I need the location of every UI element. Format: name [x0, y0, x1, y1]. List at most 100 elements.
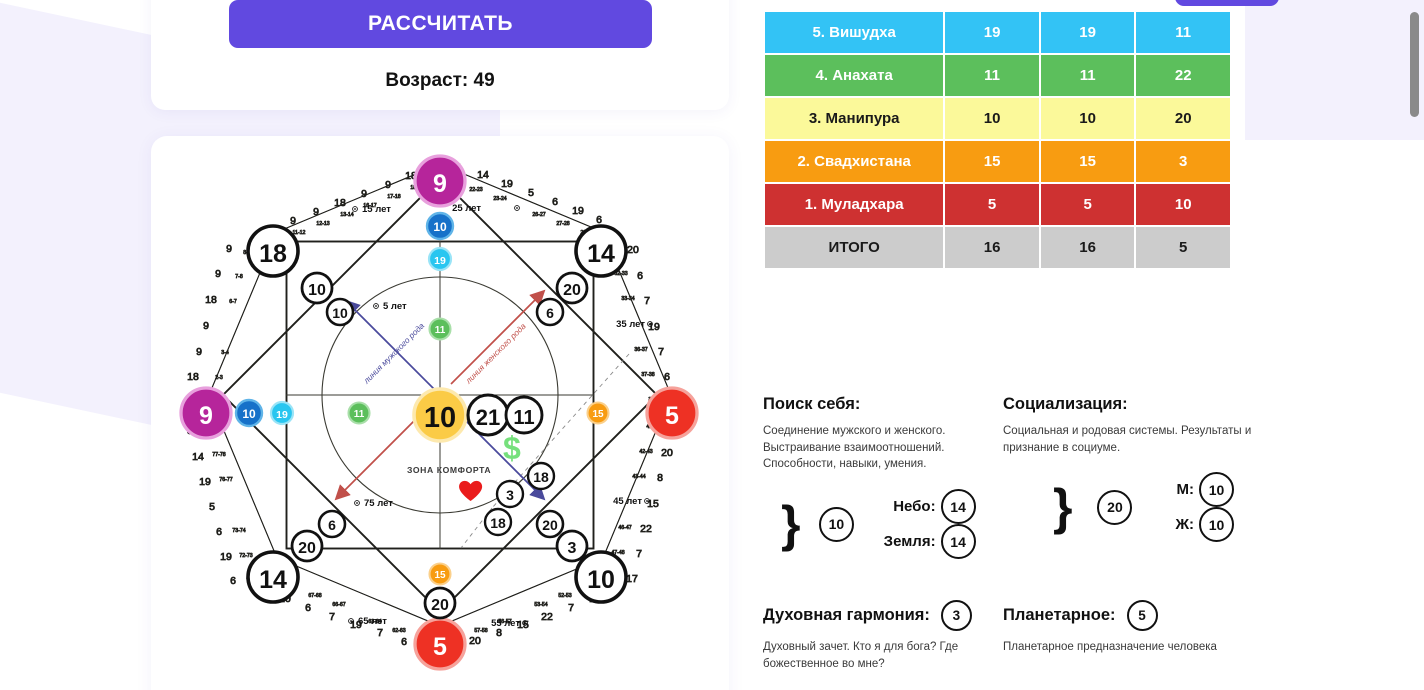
center-extra-21[interactable]: 21 [466, 393, 510, 437]
svg-text:56-57: 56-57 [498, 619, 511, 625]
brace-self-search: } [781, 495, 801, 552]
ring-circle-bl-inner[interactable]: 6 [317, 509, 347, 539]
purpose-circle-b[interactable]: 3 [495, 479, 525, 509]
svg-text:52-53: 52-53 [558, 593, 571, 599]
age-label-5: 5 лет [383, 301, 407, 312]
info-block-self-search: Поиск себя: Соединение мужского и женско… [763, 395, 988, 560]
decorative-lavender-panel-right [1245, 0, 1424, 140]
chakra-dot-bottom-orange[interactable]: 15 [428, 562, 452, 586]
svg-text:18: 18 [187, 371, 199, 383]
age-label-45: 45 лет [613, 496, 642, 507]
svg-text:3: 3 [568, 540, 577, 557]
value-sky: 14 [940, 489, 976, 525]
page-scrollbar-thumb[interactable] [1410, 12, 1419, 117]
svg-text:10: 10 [433, 220, 447, 234]
chakra-name-cell: 2. Свадхистана [765, 141, 944, 182]
self-search-title: Поиск себя: [763, 395, 861, 413]
svg-text:5: 5 [528, 187, 534, 199]
chakra-value-cell-3: 20 [1136, 98, 1230, 139]
chakra-value-cell-1: 10 [945, 98, 1039, 139]
label-earth: Земля: [883, 533, 936, 551]
chakra-value-cell-3: 11 [1136, 12, 1230, 53]
spiritual-title-row: Духовная гармония: 3 [763, 600, 983, 631]
table-row: 4. Анахата 11 11 22 [765, 55, 1230, 96]
svg-text:62-63: 62-63 [392, 628, 405, 634]
corner-bottom-left[interactable]: 14 [246, 550, 300, 604]
svg-text:36-37: 36-37 [634, 347, 647, 353]
ring-circle-tr-outer[interactable]: 20 [555, 271, 589, 305]
purpose-circle-c[interactable]: 18 [483, 507, 513, 537]
calculate-button[interactable]: РАССЧИТАТЬ [229, 0, 652, 48]
chakra-name-cell: 3. Манипура [765, 98, 944, 139]
svg-text:7: 7 [377, 627, 383, 639]
chakra-name-cell: 5. Вишудха [765, 12, 944, 53]
corner-bottom-right[interactable]: 10 [574, 550, 628, 604]
chakra-dot-left-cyan[interactable]: 19 [269, 400, 295, 426]
label-sky: Небо: [893, 498, 936, 516]
chakra-value-cell-1: 15 [945, 141, 1039, 182]
corner-top[interactable]: 9 [413, 154, 467, 208]
svg-text:18: 18 [205, 294, 217, 306]
top-right-purple-button[interactable] [1175, 0, 1279, 6]
chakra-value-cell-3: 22 [1136, 55, 1230, 96]
chakra-dot-left-green[interactable]: 11 [347, 401, 371, 425]
center-extra-11[interactable]: 11 [504, 395, 544, 435]
svg-text:7: 7 [644, 295, 650, 307]
svg-text:6: 6 [637, 270, 643, 282]
svg-text:19: 19 [572, 205, 584, 217]
chakra-value-cell-2: 11 [1040, 55, 1135, 96]
svg-text:6: 6 [596, 214, 602, 226]
planetary-title: Планетарное: [1003, 606, 1116, 624]
ring-circle-tl-inner[interactable]: 10 [325, 297, 355, 327]
chakra-value-cell-3: 3 [1136, 141, 1230, 182]
chakra-dot-left-blue[interactable]: 10 [234, 398, 264, 428]
svg-text:6: 6 [216, 526, 222, 538]
ring-circle-br-inner[interactable]: 20 [535, 509, 565, 539]
svg-text:3: 3 [506, 487, 514, 503]
svg-text:32-33: 32-33 [614, 271, 627, 277]
table-row: ИТОГО 16 16 5 [765, 227, 1230, 268]
ring-circle-br-outer[interactable]: 3 [555, 529, 589, 563]
heart-icon [459, 480, 483, 501]
chakra-dot-top-cyan[interactable]: 19 [427, 246, 453, 272]
chakra-dot-top-blue[interactable]: 10 [425, 211, 455, 241]
purpose-circle-a[interactable]: 18 [526, 461, 556, 491]
self-search-desc: Соединение мужского и женского. Выстраив… [763, 425, 946, 471]
spiritual-title: Духовная гармония: [763, 606, 930, 624]
value-self-search-result: 10 [818, 506, 854, 542]
chakra-dot-top-green[interactable]: 11 [428, 317, 452, 341]
svg-text:7-8: 7-8 [235, 274, 243, 280]
svg-text:18: 18 [533, 469, 549, 485]
ring-circle-tl-outer[interactable]: 10 [300, 271, 334, 305]
corner-right[interactable]: 5 [645, 386, 699, 440]
center-circle[interactable]: 10 [412, 387, 468, 443]
corner-left[interactable]: 9 [179, 386, 233, 440]
svg-text:53-54: 53-54 [534, 602, 547, 608]
corner-left-value: 9 [199, 402, 213, 430]
ring-circle-bl-outer[interactable]: 20 [290, 529, 324, 563]
corner-bottom[interactable]: 5 [413, 617, 467, 671]
male-line-label: линия мужского рода [361, 321, 426, 386]
svg-text:9: 9 [290, 215, 296, 227]
destiny-matrix-diagram[interactable]: 9 9 18 9 9 18 9 11-12 12-13 13-14 16-17 17-18… [151, 136, 729, 690]
value-zh: 10 [1199, 507, 1234, 543]
corner-top-left[interactable]: 18 [246, 224, 300, 278]
svg-text:9: 9 [226, 243, 232, 255]
table-row: 1. Муладхара 5 5 10 [765, 184, 1230, 225]
svg-text:11: 11 [513, 407, 534, 429]
corner-top-right[interactable]: 14 [574, 224, 628, 278]
svg-text:18: 18 [490, 515, 506, 531]
chakra-value-cell-3: 5 [1136, 227, 1230, 268]
svg-text:11-12: 11-12 [293, 230, 306, 236]
page-scrollbar-track[interactable] [1410, 0, 1422, 690]
svg-text:22: 22 [640, 523, 652, 535]
ring-circle-tr-inner[interactable]: 6 [535, 297, 565, 327]
chakra-dot-right-orange[interactable]: 15 [586, 401, 610, 425]
svg-text:9: 9 [385, 179, 391, 191]
chakra-value-cell-2: 15 [1040, 141, 1135, 182]
female-line-label: линия женского рода [463, 321, 528, 386]
info-block-planetary: Планетарное: 5 Планетарное предназначени… [1003, 600, 1233, 656]
calculate-card: РАССЧИТАТЬ Возраст: 49 [151, 0, 729, 110]
bottom-mid-circle[interactable]: 20 [423, 586, 457, 620]
svg-text:19: 19 [648, 321, 660, 333]
